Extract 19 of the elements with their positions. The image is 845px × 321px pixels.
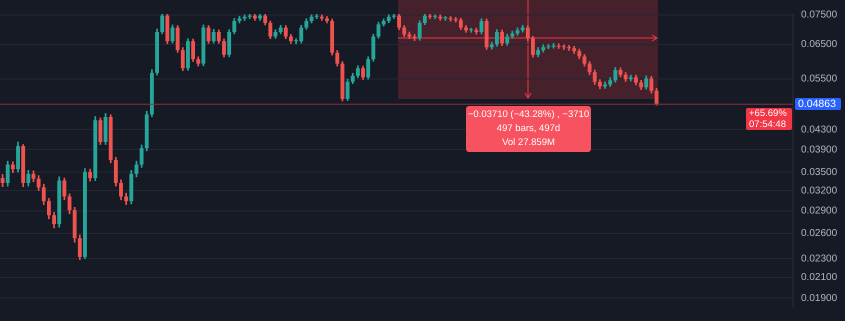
y-tick-label: 0.02600 [801,228,838,240]
y-tick-label: 0.05500 [801,74,838,85]
y-tick-label: 0.02900 [801,206,838,217]
y-tick-label: 0.04300 [801,124,838,136]
y-tick-label: 0.07500 [801,10,838,21]
y-tick-label: 0.03500 [801,166,838,178]
y-tick-label: 0.02100 [801,272,838,284]
annotation: Vol 27.859M [501,136,556,150]
y-tick-label: 0.03200 [801,185,838,196]
annotation: −0.03710 (−43.28%) , −3710 [466,108,590,122]
candlestick [567,44,571,51]
y-tick-label: 0.03900 [801,144,838,156]
y-tick-label: 0.06500 [801,39,838,50]
annotation: 07:54:48 [749,119,787,130]
annotation: 497 bars, 497d [496,122,562,136]
y-tick-label: 0.01900 [801,292,838,304]
annotation: +65.69% [749,108,788,120]
ref-line-label: 0.04863 [795,98,841,110]
y-tick-label: 0.02300 [801,253,838,264]
